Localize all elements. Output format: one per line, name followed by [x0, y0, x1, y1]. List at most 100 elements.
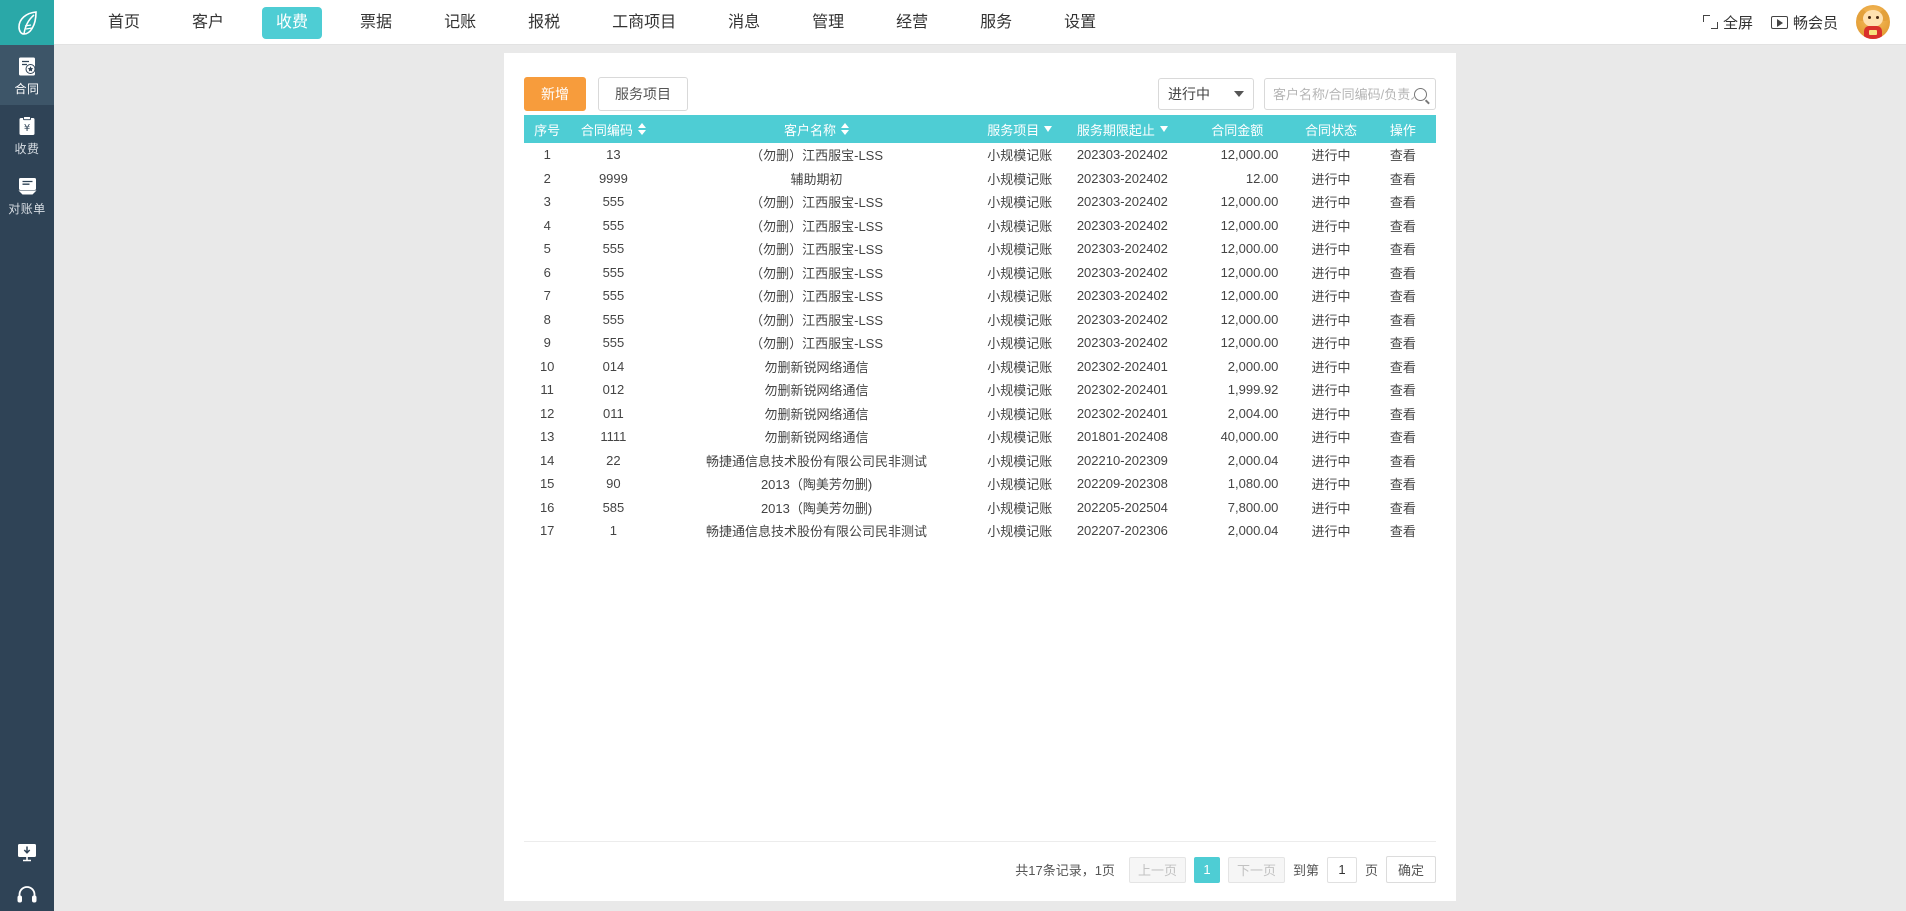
goto-page-input[interactable] — [1326, 856, 1357, 883]
next-page-button[interactable]: 下一页 — [1227, 856, 1285, 883]
avatar-eye-right — [1876, 16, 1879, 19]
sort-toggle-icon[interactable] — [637, 123, 646, 135]
view-link[interactable]: 查看 — [1389, 242, 1416, 258]
nav-item-0[interactable]: 首页 — [108, 13, 141, 31]
table-header-name[interactable]: 客户名称 — [656, 115, 977, 143]
table-row[interactable]: 9 555 （勿删）江西服宝-LSS 小规模记账 202303-202402 12,000… — [524, 331, 1436, 355]
table-header-code[interactable]: 合同编码 — [570, 115, 657, 143]
cell-op[interactable]: 查看 — [1370, 237, 1436, 261]
search-input[interactable] — [1273, 86, 1414, 102]
view-link[interactable]: 查看 — [1389, 383, 1416, 399]
cell-op[interactable]: 查看 — [1370, 519, 1436, 543]
table-header-term[interactable]: 服务期限起止 — [1062, 115, 1182, 143]
cell-op[interactable]: 查看 — [1370, 143, 1436, 167]
cell-name: （勿删）江西服宝-LSS — [750, 289, 884, 305]
table-row[interactable]: 16 585 2013（陶美芳勿删) 小规模记账 202205-202504 7,800.… — [524, 496, 1436, 520]
sort-toggle-icon[interactable] — [841, 123, 850, 135]
table-row[interactable]: 6 555 （勿删）江西服宝-LSS 小规模记账 202303-202402 12,000… — [524, 261, 1436, 285]
cell-term: 202302-202401 — [1076, 405, 1168, 421]
nav-item-9[interactable]: 经营 — [896, 13, 929, 31]
table-row[interactable]: 13 1111 勿删新锐网络通信 小规模记账 201801-202408 40,000.0… — [524, 425, 1436, 449]
view-link[interactable]: 查看 — [1389, 148, 1416, 164]
cell-op[interactable]: 查看 — [1370, 308, 1436, 332]
cell-op[interactable]: 查看 — [1370, 472, 1436, 496]
cell-term: 202207-202306 — [1076, 523, 1168, 539]
nav-item-8[interactable]: 管理 — [812, 13, 845, 31]
table-row[interactable]: 7 555 （勿删）江西服宝-LSS 小规模记账 202303-202402 12,000… — [524, 284, 1436, 308]
table-row[interactable]: 14 22 畅捷通信息技术股份有限公司民非测试 小规模记账 202210-202309 2… — [524, 449, 1436, 473]
cell-op[interactable]: 查看 — [1370, 167, 1436, 191]
nav-item-7[interactable]: 消息 — [728, 13, 761, 31]
cell-op[interactable]: 查看 — [1370, 425, 1436, 449]
table-row[interactable]: 12 011 勿删新锐网络通信 小规模记账 202302-202401 2,004.00 进… — [524, 402, 1436, 426]
nav-item-6[interactable]: 工商项目 — [612, 13, 677, 31]
view-link[interactable]: 查看 — [1389, 406, 1416, 422]
nav-item-1[interactable]: 客户 — [192, 13, 225, 31]
table-row[interactable]: 1 13 （勿删）江西服宝-LSS 小规模记账 202303-202402 12,000.… — [524, 143, 1436, 167]
cell-op[interactable]: 查看 — [1370, 496, 1436, 520]
app-logo[interactable] — [0, 0, 54, 45]
view-link[interactable]: 查看 — [1389, 500, 1416, 516]
fullscreen-icon — [1702, 15, 1718, 29]
cell-op[interactable]: 查看 — [1370, 378, 1436, 402]
cell-op[interactable]: 查看 — [1370, 284, 1436, 308]
table-header-svc[interactable]: 服务项目 — [976, 115, 1063, 143]
nav-item-3[interactable]: 票据 — [360, 13, 393, 31]
view-link[interactable]: 查看 — [1389, 336, 1416, 352]
filter-dropdown-icon[interactable] — [1044, 126, 1053, 132]
view-link[interactable]: 查看 — [1389, 430, 1416, 446]
table-row[interactable]: 4 555 （勿删）江西服宝-LSS 小规模记账 202303-202402 12,000… — [524, 214, 1436, 238]
view-link[interactable]: 查看 — [1389, 218, 1416, 234]
table-row[interactable]: 15 90 2013（陶美芳勿删) 小规模记账 202209-202308 1,080.0… — [524, 472, 1436, 496]
cell-op[interactable]: 查看 — [1370, 261, 1436, 285]
table-row[interactable]: 5 555 （勿删）江西服宝-LSS 小规模记账 202303-202402 12,000… — [524, 237, 1436, 261]
view-link[interactable]: 查看 — [1389, 524, 1416, 540]
service-items-button[interactable]: 服务项目 — [598, 77, 688, 111]
cell-op[interactable]: 查看 — [1370, 331, 1436, 355]
table-row[interactable]: 17 1 畅捷通信息技术股份有限公司民非测试 小规模记账 202207-202306 2,… — [524, 519, 1436, 543]
cell-op[interactable]: 查看 — [1370, 449, 1436, 473]
filter-dropdown-icon[interactable] — [1159, 126, 1168, 132]
table-row[interactable]: 8 555 （勿删）江西服宝-LSS 小规模记账 202303-202402 12,000… — [524, 308, 1436, 332]
prev-page-button[interactable]: 上一页 — [1128, 856, 1186, 883]
add-button[interactable]: 新增 — [524, 77, 586, 111]
cell-op[interactable]: 查看 — [1370, 355, 1436, 379]
table-row[interactable]: 10 014 勿删新锐网络通信 小规模记账 202302-202401 2,000.00 进… — [524, 355, 1436, 379]
sidebar-item-charge[interactable]: ¥ 收费 — [0, 105, 54, 165]
nav-item-4[interactable]: 记账 — [444, 13, 477, 31]
cell-amt: 40,000.00 — [1220, 429, 1279, 445]
view-link[interactable]: 查看 — [1389, 195, 1416, 211]
sidebar-item-contract[interactable]: 合同 — [0, 45, 54, 105]
view-link[interactable]: 查看 — [1389, 289, 1416, 305]
avatar[interactable] — [1856, 5, 1890, 39]
status-filter-select[interactable]: 进行中 — [1158, 78, 1254, 110]
cell-stat: 进行中 — [1311, 148, 1351, 164]
nav-item-10[interactable]: 服务 — [980, 13, 1013, 31]
sidebar-item-statement[interactable]: 对账单 — [0, 165, 54, 225]
view-link[interactable]: 查看 — [1389, 453, 1416, 469]
download-monitor-icon[interactable] — [16, 841, 38, 863]
view-link[interactable]: 查看 — [1389, 312, 1416, 328]
view-link[interactable]: 查看 — [1389, 359, 1416, 375]
confirm-button[interactable]: 确定 — [1386, 856, 1436, 883]
cell-code: 555 — [602, 241, 625, 257]
cell-op[interactable]: 查看 — [1370, 190, 1436, 214]
table-row[interactable]: 3 555 （勿删）江西服宝-LSS 小规模记账 202303-202402 12,000… — [524, 190, 1436, 214]
headset-support-icon[interactable] — [16, 883, 38, 905]
table-header-amt: 合同金额 — [1182, 115, 1293, 143]
nav-item-2[interactable]: 收费 — [262, 6, 323, 39]
cell-op[interactable]: 查看 — [1370, 214, 1436, 238]
fullscreen-button[interactable]: 全屏 — [1702, 12, 1753, 33]
nav-item-5[interactable]: 报税 — [528, 13, 561, 31]
nav-item-11[interactable]: 设置 — [1064, 13, 1097, 31]
view-link[interactable]: 查看 — [1389, 171, 1416, 187]
search-box[interactable] — [1264, 78, 1436, 110]
view-link[interactable]: 查看 — [1389, 477, 1416, 493]
member-button[interactable]: 畅会员 — [1770, 12, 1838, 33]
search-icon[interactable] — [1414, 87, 1427, 101]
table-row[interactable]: 2 9999 辅助期初 小规模记账 202303-202402 12.00 进行中 查看 — [524, 167, 1436, 191]
table-row[interactable]: 11 012 勿删新锐网络通信 小规模记账 202302-202401 1,999.92 进… — [524, 378, 1436, 402]
cell-op[interactable]: 查看 — [1370, 402, 1436, 426]
view-link[interactable]: 查看 — [1389, 265, 1416, 281]
page-number-1[interactable]: 1 — [1193, 856, 1220, 883]
